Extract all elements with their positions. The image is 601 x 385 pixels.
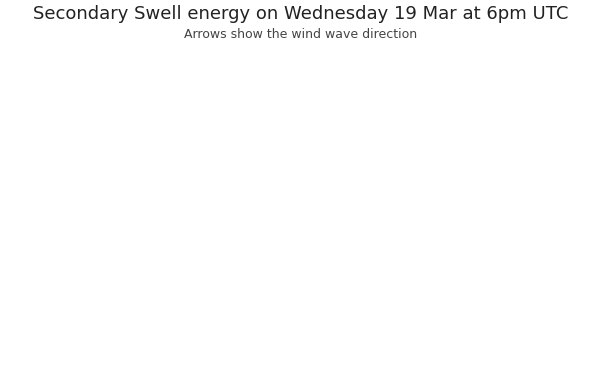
Text: Arrows show the wind wave direction: Arrows show the wind wave direction	[184, 28, 417, 41]
Text: cartopy required: cartopy required	[243, 208, 358, 222]
Text: Secondary Swell energy on Wednesday 19 Mar at 6pm UTC: Secondary Swell energy on Wednesday 19 M…	[33, 5, 568, 23]
